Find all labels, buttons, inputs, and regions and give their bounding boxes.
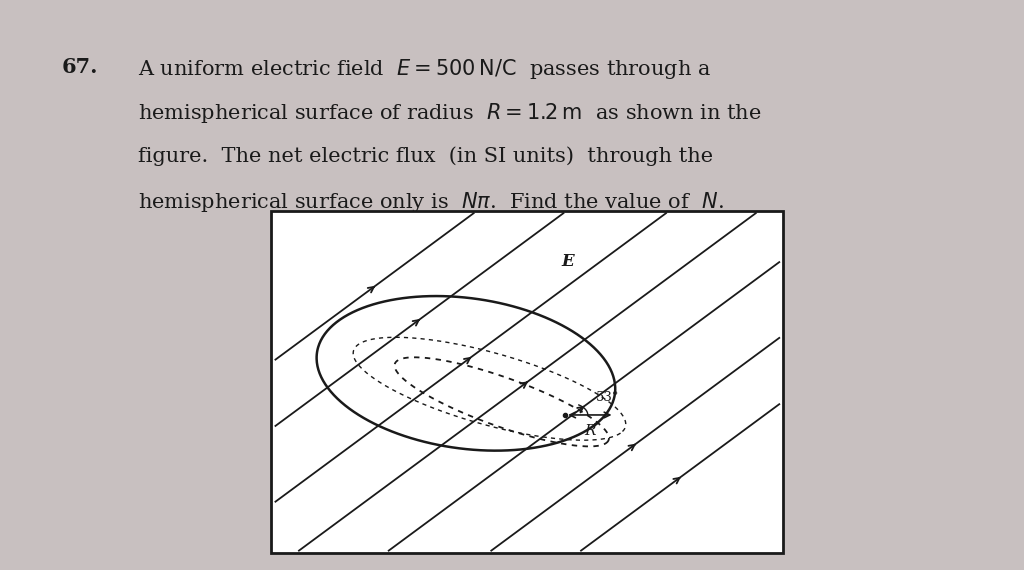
Bar [271,211,783,553]
Text: A uniform electric field  $E = 500\,\mathrm{N/C}$  passes through a: A uniform electric field $E = 500\,\math… [138,57,712,81]
Text: figure.  The net electric flux  (in SI units)  through the: figure. The net electric flux (in SI uni… [138,146,714,166]
Text: 67.: 67. [61,57,98,77]
Text: R: R [584,424,596,438]
Text: hemispherical surface of radius  $R = 1.2\,\mathrm{m}$  as shown in the: hemispherical surface of radius $R = 1.2… [138,101,762,125]
Text: hemispherical surface only is  $N\pi$.  Find the value of  $N$.: hemispherical surface only is $N\pi$. Fi… [138,190,724,214]
Text: E: E [561,253,573,270]
Text: 53°: 53° [596,390,620,404]
